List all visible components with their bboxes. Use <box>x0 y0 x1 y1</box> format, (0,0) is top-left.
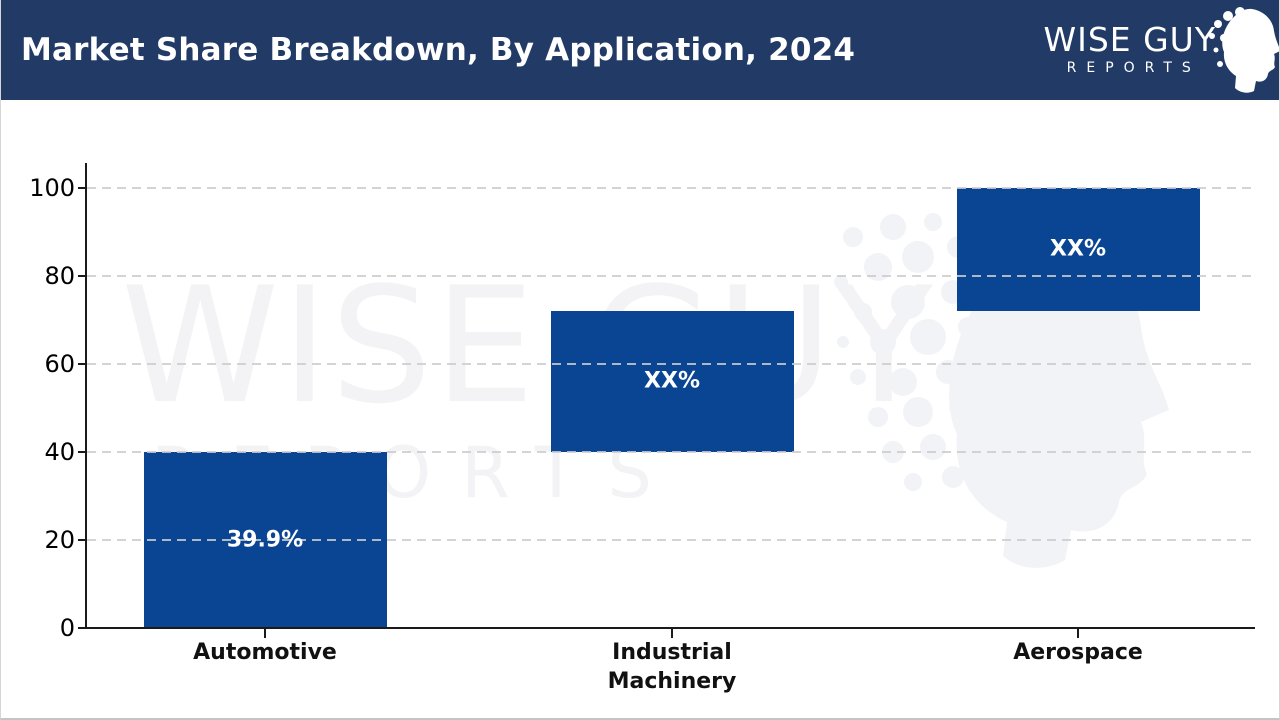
y-tick-label-60: 60 <box>44 349 75 378</box>
brand-head-icon <box>1209 7 1279 93</box>
gridline-60 <box>87 362 1255 365</box>
y-tick-100 <box>78 186 86 189</box>
y-tick-label-80: 80 <box>44 261 75 290</box>
y-tick-label-20: 20 <box>44 525 75 554</box>
header-bar: Market Share Breakdown, By Application, … <box>1 0 1279 100</box>
x-tick-2 <box>671 629 673 638</box>
bar-value-label: 39.9% <box>226 527 304 553</box>
gridline-40 <box>87 450 1255 453</box>
y-tick-label-40: 40 <box>44 437 75 466</box>
bar-value-label: XX% <box>644 368 700 394</box>
gridline-80 <box>87 274 1255 277</box>
y-tick-60 <box>78 362 86 365</box>
y-tick-label-100: 100 <box>29 173 75 202</box>
gridline-100 <box>87 186 1255 189</box>
y-tick-20 <box>78 538 86 541</box>
gridline-20 <box>87 538 1255 541</box>
brand-logo: WISE GUY REPORTS <box>1043 20 1216 77</box>
x-category-label: Aerospace <box>1013 640 1143 665</box>
y-tick-label-0: 0 <box>59 614 75 642</box>
x-category-label: Automotive <box>193 640 337 665</box>
brand-logo-wordmark: WISE GUY <box>1043 20 1216 59</box>
y-axis-line <box>85 163 87 629</box>
x-tick-3 <box>1077 629 1079 638</box>
brand-logo-subtitle: REPORTS <box>1066 60 1201 77</box>
y-tick-40 <box>78 450 86 453</box>
bar-value-label: XX% <box>1050 236 1106 262</box>
bar-aerospace <box>956 187 1200 311</box>
y-tick-80 <box>78 274 86 277</box>
x-axis-line <box>85 627 1255 629</box>
bar-industrial-machinery <box>550 310 794 452</box>
y-tick-0 <box>78 627 86 629</box>
page-title: Market Share Breakdown, By Application, … <box>21 32 856 68</box>
watermark-wordmark: WISE GUY <box>121 252 935 439</box>
x-category-label: Industrial Machinery <box>607 640 737 695</box>
x-tick-1 <box>264 629 266 638</box>
